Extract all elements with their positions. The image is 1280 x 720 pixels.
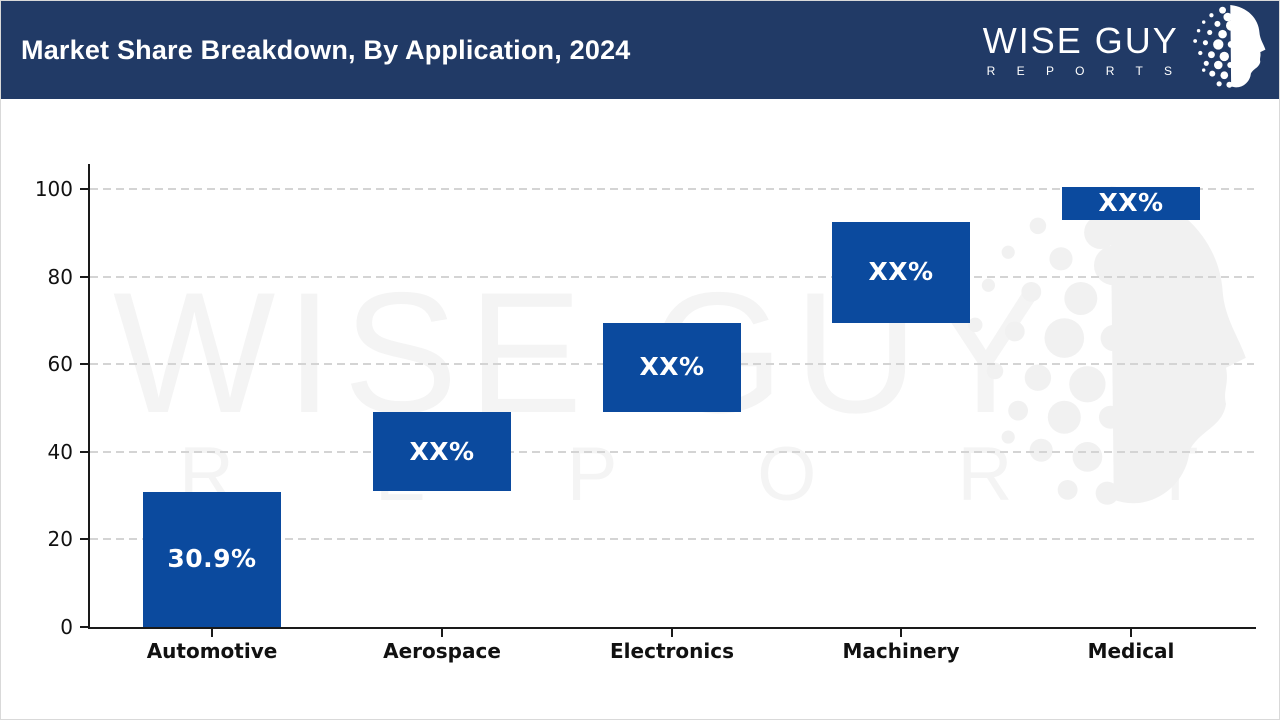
bar-machinery bbox=[832, 221, 970, 323]
x-tick-mark bbox=[441, 629, 443, 637]
y-tick-label: 0 bbox=[60, 615, 73, 639]
y-tick-mark bbox=[80, 538, 89, 541]
y-tick-label: 60 bbox=[47, 352, 73, 377]
bar-aerospace bbox=[373, 412, 511, 492]
brand-logo: WISE GUY R E P O R T S bbox=[981, 5, 1269, 95]
x-tick-label-automotive: Automotive bbox=[146, 639, 278, 663]
bar-label-aerospace: XX% bbox=[409, 436, 475, 466]
bar-label-automotive: 30.9% bbox=[167, 544, 257, 574]
y-tick-mark bbox=[80, 275, 89, 278]
x-tick-mark bbox=[211, 629, 213, 637]
page-title: Market Share Breakdown, By Application, … bbox=[21, 34, 631, 65]
y-tick-label: 80 bbox=[47, 264, 73, 289]
header-bar: Market Share Breakdown, By Application, … bbox=[1, 1, 1279, 99]
logo-wordmark-line2: R E P O R T S bbox=[986, 63, 1181, 78]
x-tick-mark bbox=[671, 629, 673, 637]
y-tick-mark bbox=[80, 626, 89, 628]
x-tick-label-electronics: Electronics bbox=[610, 639, 734, 663]
gridline-40 bbox=[90, 450, 1254, 453]
bar-label-medical: XX% bbox=[1098, 188, 1164, 218]
logo-wordmark-line1: WISE GUY bbox=[982, 19, 1179, 61]
x-tick-label-aerospace: Aerospace bbox=[383, 639, 501, 663]
y-tick-label: 100 bbox=[34, 177, 73, 201]
y-axis-line bbox=[88, 164, 90, 629]
bar-label-machinery: XX% bbox=[868, 257, 934, 287]
y-tick-mark bbox=[80, 188, 89, 190]
x-tick-label-machinery: Machinery bbox=[842, 639, 960, 663]
gridline-20 bbox=[90, 538, 1254, 541]
bar-medical bbox=[1062, 186, 1200, 220]
y-tick-label: 20 bbox=[47, 527, 73, 552]
gridline-80 bbox=[90, 275, 1254, 278]
logo-wordmark: WISE GUY R E P O R T S bbox=[981, 19, 1181, 78]
bar-automotive bbox=[143, 491, 281, 627]
x-axis-line bbox=[88, 627, 1256, 629]
gridline-100 bbox=[90, 188, 1254, 190]
x-tick-label-medical: Medical bbox=[1087, 639, 1175, 663]
bar-electronics bbox=[603, 322, 741, 413]
bar-label-electronics: XX% bbox=[639, 352, 705, 382]
x-tick-mark bbox=[1130, 629, 1132, 637]
x-tick-mark bbox=[900, 629, 902, 637]
y-tick-mark bbox=[80, 450, 89, 453]
y-tick-mark bbox=[80, 363, 89, 366]
y-tick-label: 40 bbox=[47, 439, 73, 464]
